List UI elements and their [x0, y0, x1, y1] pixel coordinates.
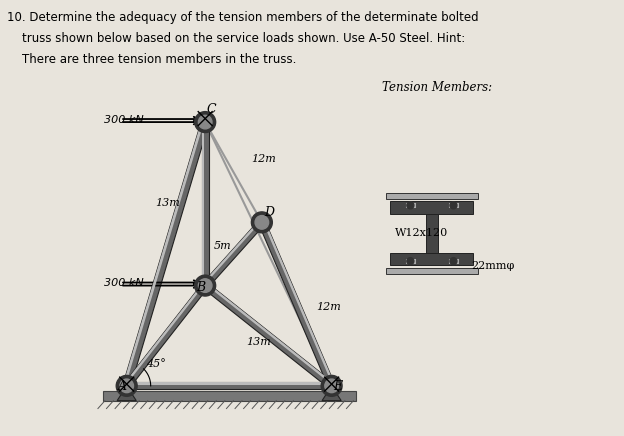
Text: D: D [264, 206, 274, 219]
Polygon shape [259, 221, 335, 387]
Polygon shape [124, 283, 204, 385]
Polygon shape [124, 283, 208, 388]
Polygon shape [123, 121, 209, 387]
Text: 22mmφ: 22mmφ [471, 261, 515, 271]
Bar [405, 258, 416, 264]
Polygon shape [202, 122, 208, 286]
Text: B: B [197, 281, 205, 294]
Text: Tension Members:: Tension Members: [382, 81, 492, 94]
Circle shape [450, 258, 457, 265]
Bar [448, 258, 459, 264]
Bar [448, 202, 459, 208]
Bar [405, 202, 416, 208]
Circle shape [198, 279, 212, 293]
Text: 5m: 5m [214, 242, 232, 251]
Text: 13m: 13m [155, 198, 180, 208]
Circle shape [255, 215, 269, 229]
Bar [391, 253, 474, 265]
Text: 12m: 12m [251, 154, 276, 164]
Circle shape [195, 112, 216, 133]
Bar [386, 268, 478, 274]
Polygon shape [322, 386, 341, 401]
Bar [391, 201, 474, 214]
Text: 13m: 13m [246, 337, 271, 347]
Circle shape [407, 202, 414, 209]
Text: There are three tension members in the truss.: There are three tension members in the t… [7, 53, 297, 66]
Circle shape [195, 275, 216, 296]
Text: 300 kN: 300 kN [104, 115, 144, 125]
Polygon shape [203, 283, 334, 388]
Text: 12m: 12m [316, 303, 341, 312]
Bar [103, 391, 356, 401]
Text: truss shown below based on the service loads shown. Use A-50 Steel. Hint:: truss shown below based on the service l… [7, 32, 466, 45]
Polygon shape [117, 386, 136, 401]
Text: A: A [118, 380, 127, 393]
Polygon shape [202, 122, 204, 286]
Circle shape [198, 115, 212, 129]
Circle shape [450, 202, 457, 209]
Polygon shape [123, 121, 204, 385]
Text: W12x120: W12x120 [395, 228, 448, 238]
Polygon shape [127, 382, 331, 389]
Text: C: C [207, 102, 216, 116]
Polygon shape [203, 220, 261, 285]
Polygon shape [203, 220, 265, 288]
Circle shape [116, 375, 137, 396]
Bar [426, 214, 437, 253]
Text: 45°: 45° [146, 359, 166, 369]
Circle shape [321, 375, 342, 396]
Polygon shape [206, 283, 334, 385]
Bar [386, 193, 478, 199]
Polygon shape [263, 221, 335, 385]
Circle shape [325, 379, 338, 393]
Text: 300 kN: 300 kN [104, 279, 144, 288]
Text: E: E [333, 380, 342, 393]
Circle shape [251, 212, 272, 233]
Text: 10. Determine the adequacy of the tension members of the determinate bolted: 10. Determine the adequacy of the tensio… [7, 11, 479, 24]
Polygon shape [127, 382, 331, 385]
Circle shape [407, 258, 414, 265]
Circle shape [120, 379, 134, 393]
